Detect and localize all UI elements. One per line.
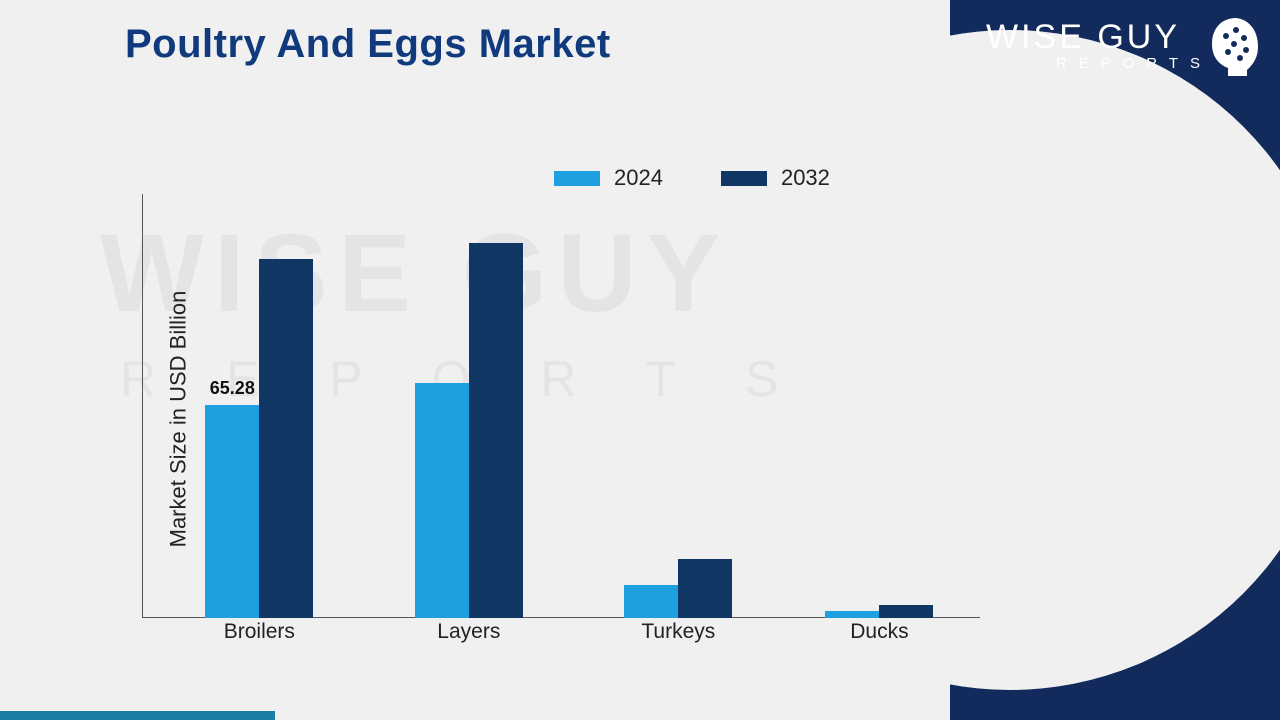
legend-item-2032: 2032 [721, 165, 830, 191]
bar [879, 605, 933, 618]
x-axis-labels: Broilers Layers Turkeys Ducks [142, 618, 980, 644]
legend-label-2032: 2032 [781, 165, 830, 191]
bar [678, 559, 732, 618]
y-axis [142, 194, 143, 618]
chart: Market Size in USD Billion 65.28 Broiler… [80, 194, 980, 644]
x-tick-label: Ducks [850, 620, 908, 644]
bar [259, 259, 313, 618]
brand-head-icon [1206, 16, 1260, 76]
bar-value-label: 65.28 [210, 378, 255, 399]
legend-swatch-2032 [721, 171, 767, 186]
x-tick-label: Broilers [224, 620, 295, 644]
stage: WISE GUY R E P O R T S Poultry And Eggs … [0, 0, 1280, 720]
bottom-accent-line [0, 711, 275, 720]
plot-area: 65.28 [142, 194, 980, 618]
brand-logo: WISE GUY REPORTS [986, 18, 1256, 72]
brand-logo-main: WISE GUY [986, 18, 1180, 57]
bar [205, 405, 259, 618]
bar [415, 383, 469, 618]
legend-swatch-2024 [554, 171, 600, 186]
chart-title: Poultry And Eggs Market [125, 22, 611, 67]
bar [624, 585, 678, 618]
legend: 2024 2032 [554, 165, 830, 191]
legend-item-2024: 2024 [554, 165, 663, 191]
bar [469, 243, 523, 618]
x-tick-label: Turkeys [641, 620, 715, 644]
legend-label-2024: 2024 [614, 165, 663, 191]
x-tick-label: Layers [437, 620, 500, 644]
